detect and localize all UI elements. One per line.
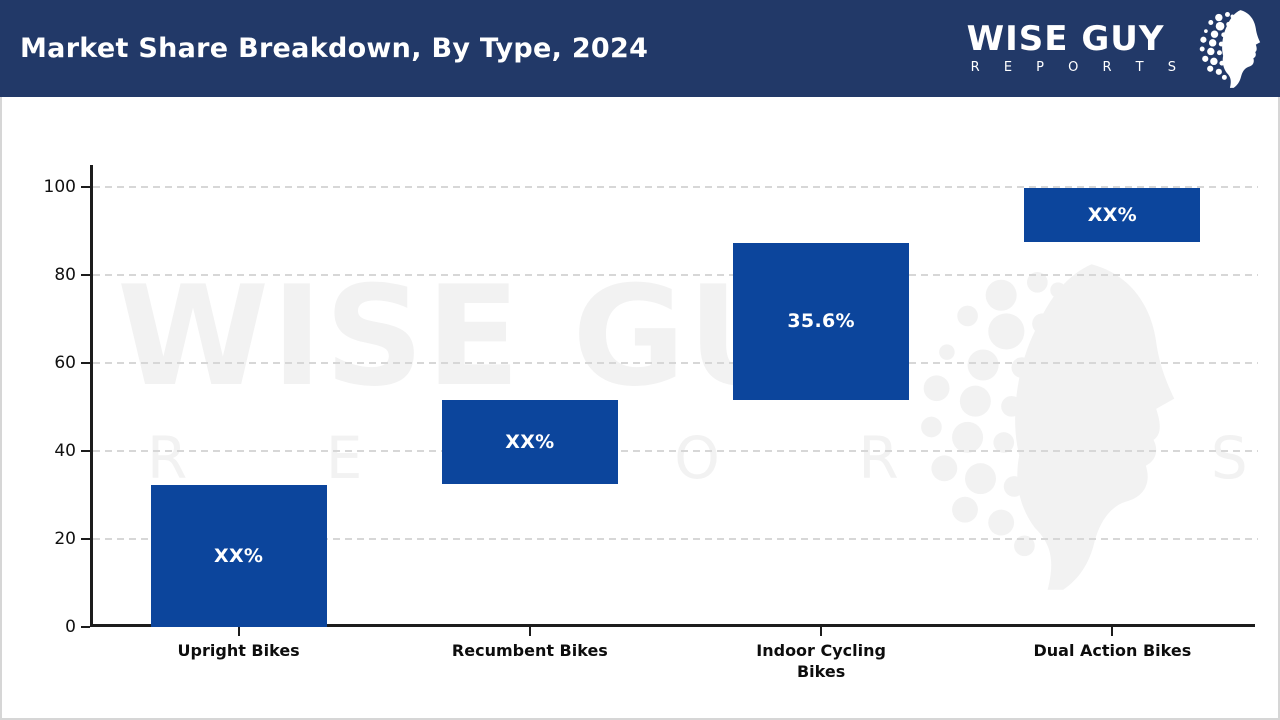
x-tick: [528, 627, 531, 636]
y-tick-label: 60: [54, 353, 76, 373]
x-tick-label: Dual Action Bikes: [1033, 641, 1192, 660]
x-tick-label: Recumbent Bikes: [451, 641, 608, 660]
bar-value-label: XX%: [505, 431, 555, 454]
bar-value-label: XX%: [214, 544, 264, 567]
wiseguy-logo: WISE GUY R E P O R T S: [967, 7, 1262, 91]
y-tick: [81, 538, 90, 540]
y-axis-labels: 0 20 40 60 80 100: [2, 165, 76, 637]
x-tick: [1111, 627, 1114, 636]
y-tick: [81, 626, 90, 628]
gridline: [93, 186, 1258, 188]
bar: 35.6%: [733, 242, 910, 400]
x-tick-label: Indoor Cycling Bikes: [756, 641, 886, 681]
y-tick-label: 80: [54, 265, 76, 285]
x-tick-label: Upright Bikes: [177, 641, 300, 660]
y-tick-label: 20: [54, 529, 76, 549]
brand-name: WISE GUY: [966, 19, 1165, 59]
header-bar: Market Share Breakdown, By Type, 2024 WI…: [0, 0, 1280, 97]
bar-value-label: 35.6%: [787, 310, 855, 333]
y-tick-label: 40: [54, 441, 76, 461]
wiseguy-head-icon: [1199, 9, 1261, 88]
y-tick: [81, 274, 90, 276]
x-tick: [237, 627, 240, 636]
x-tick: [820, 627, 823, 636]
gridline: [93, 538, 1258, 540]
y-tick-label: 100: [43, 177, 76, 197]
gridline: [93, 274, 1258, 276]
y-tick: [81, 450, 90, 452]
brand-subname: R E P O R T S: [970, 60, 1186, 75]
page-title: Market Share Breakdown, By Type, 2024: [20, 33, 649, 64]
y-tick-label: 0: [65, 617, 76, 637]
gridline: [93, 450, 1258, 452]
bar: XX%: [1024, 187, 1201, 243]
y-tick: [81, 186, 90, 188]
plot-area: XX% Upright Bikes XX% Recumbent Bikes 35.6% I…: [81, 165, 1258, 681]
bar: XX%: [441, 399, 618, 485]
y-tick: [81, 362, 90, 364]
bar-value-label: XX%: [1087, 204, 1137, 227]
chart-canvas: WISE GUY R E P O R T S 0 20 40 60 80 100 XX% U…: [0, 97, 1280, 720]
gridline: [93, 362, 1258, 364]
bar: XX%: [150, 484, 327, 627]
